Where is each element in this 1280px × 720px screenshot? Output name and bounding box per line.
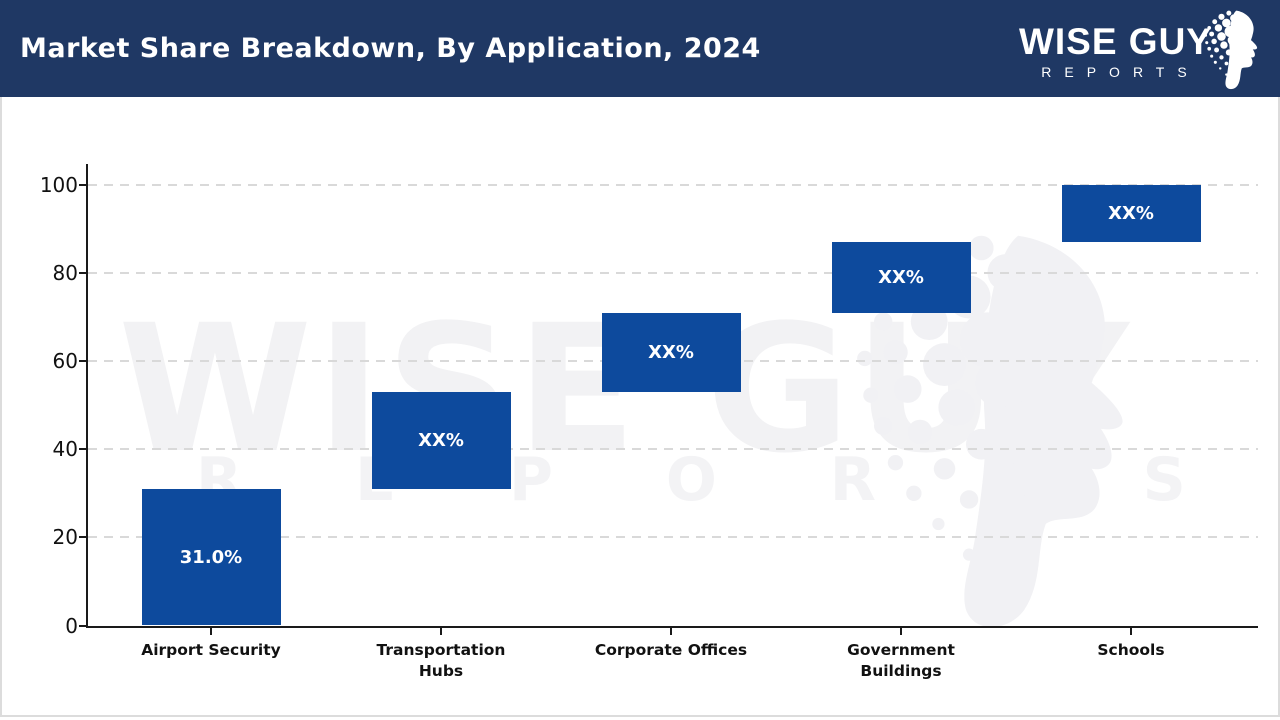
y-axis-tick-label: 100: [39, 173, 78, 198]
brand-name: WISE GUY: [1018, 20, 1212, 62]
waterfall-bar: 31.0%: [141, 488, 281, 626]
y-axis-tick: [79, 624, 88, 627]
bar-value-label: XX%: [648, 341, 694, 363]
y-axis-line: [86, 164, 88, 628]
page-title: Market Share Breakdown, By Application, …: [20, 33, 761, 64]
y-axis-tick-label: 80: [52, 261, 78, 286]
content-frame: [0, 97, 1280, 717]
grid-line: [88, 448, 1258, 451]
x-axis-tick: [1130, 627, 1132, 635]
y-axis-tick: [79, 272, 88, 275]
y-axis-tick: [79, 448, 88, 451]
y-axis-tick: [79, 536, 88, 539]
header-bar: Market Share Breakdown, By Application, …: [0, 0, 1280, 97]
waterfall-bar: XX%: [371, 392, 511, 489]
y-axis-tick-label: 40: [52, 437, 78, 462]
bar-value-label: 31.0%: [179, 546, 243, 568]
waterfall-bar: XX%: [831, 242, 971, 313]
x-axis-category-label: Corporate Offices: [594, 641, 748, 659]
x-axis-category-label: Government Buildings: [847, 641, 955, 680]
y-axis-tick-label: 60: [52, 349, 78, 374]
bar-value-label: XX%: [418, 429, 464, 451]
grid-line: [88, 272, 1258, 275]
x-axis-line: [86, 625, 1258, 628]
grid-line: [88, 184, 1258, 187]
brand-logo: WISE GUY REPORTS: [1019, 4, 1272, 96]
brand-logo-text: WISE GUY REPORTS: [1019, 21, 1212, 80]
chart-plot-area: 0 20 40 60 80 100 31.0% Airport Security XX% Tran…: [0, 97, 1280, 720]
bar-value-label: XX%: [878, 267, 924, 289]
y-axis-tick-label: 0: [65, 613, 78, 638]
waterfall-bar: XX%: [1061, 185, 1201, 243]
x-axis-tick: [670, 627, 672, 635]
x-axis-category-label: Transportation Hubs: [376, 641, 506, 680]
x-axis-tick: [210, 627, 212, 635]
x-axis-category-label: Schools: [1097, 641, 1165, 659]
dotted-head-icon: [1203, 10, 1258, 90]
y-axis-tick-label: 20: [52, 525, 78, 550]
bar-value-label: XX%: [1108, 203, 1154, 225]
y-axis-tick: [79, 184, 88, 187]
x-axis-tick: [440, 627, 442, 635]
y-axis-tick: [79, 360, 88, 363]
x-axis-tick: [900, 627, 902, 635]
grid-line: [88, 536, 1258, 539]
x-axis-category-label: Airport Security: [141, 641, 281, 659]
waterfall-bar: XX%: [601, 312, 741, 393]
brand-tagline: REPORTS: [1041, 63, 1200, 80]
